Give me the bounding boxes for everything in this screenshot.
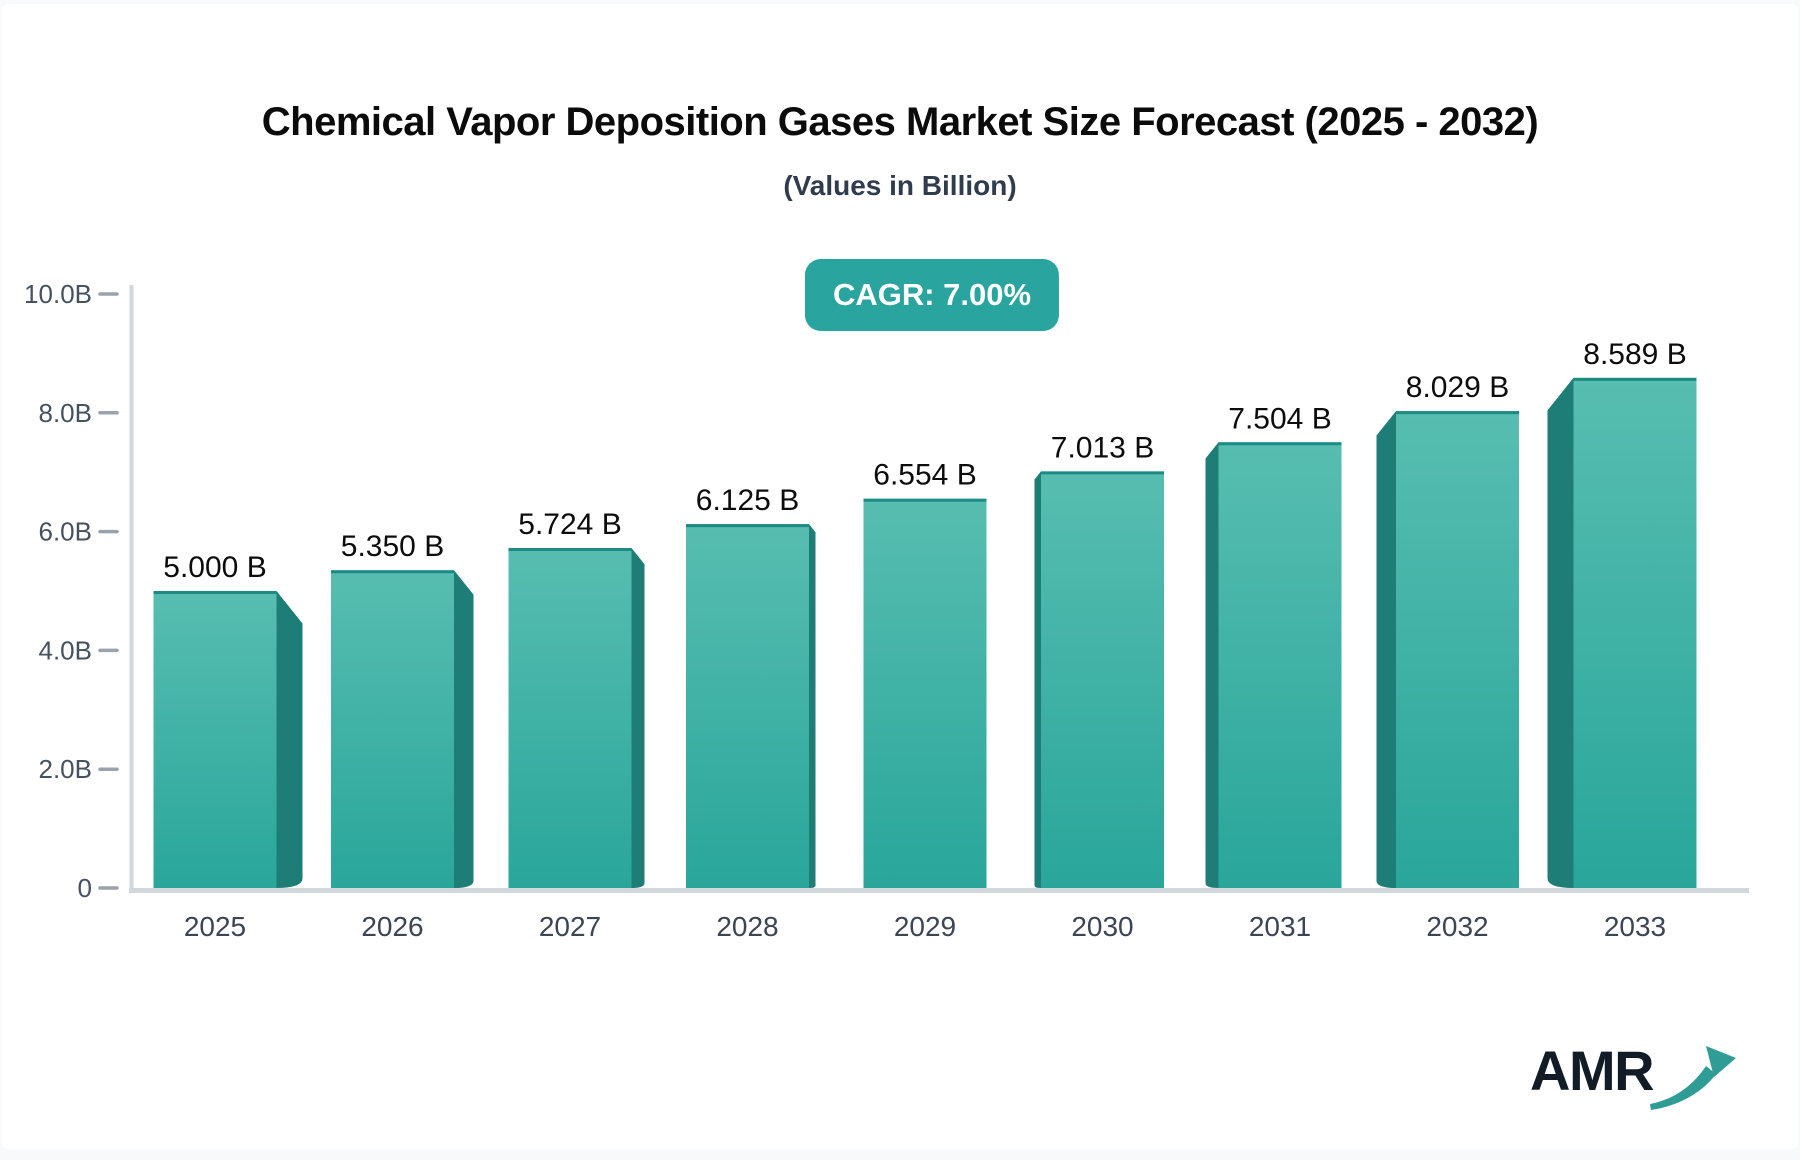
x-axis-label: 2033 [1604,911,1666,942]
bar-value-label: 8.029 B [1406,371,1509,404]
bar-side-face [1034,471,1041,888]
bar-group-2028: 6.125 B 2028 [686,484,816,942]
bar-front-face [1041,471,1164,888]
bar-front-face [1218,442,1342,888]
bar-group-2033: 8.589 B 2033 [1547,338,1697,942]
growth-arrow-icon [1650,1046,1736,1110]
bar-value-label: 6.554 B [873,459,976,492]
bar-front-face [1573,377,1697,888]
x-axis-label: 2026 [361,911,423,942]
bar-chart: 0 2.0B 4.0B 6.0B 8.0B 10.0B 5.000 B 2025 5.350 B… [24,279,1749,942]
bar-value-label: 5.000 B [163,551,266,584]
x-axis-label: 2030 [1071,911,1133,942]
bar-side-face [631,547,645,888]
x-axis-label: 2028 [716,911,778,942]
bar-front-face [153,591,277,888]
bar-side-face [1205,442,1219,888]
y-tick-label: 4.0B [39,635,93,665]
x-axis-label: 2025 [184,911,246,942]
bar-value-label: 5.724 B [518,508,621,541]
bar-value-label: 7.013 B [1051,431,1154,464]
logo-text: AMR [1530,1039,1655,1102]
bar-value-label: 7.504 B [1228,402,1331,435]
bar-group-2027: 5.724 B 2027 [508,508,645,942]
bar-value-label: 6.125 B [696,484,799,517]
y-tick-label: 10.0B [24,279,92,309]
bar-side-face [809,524,816,888]
x-axis-label: 2027 [539,911,601,942]
bar-side-face [454,570,474,888]
y-tick-label: 8.0B [39,398,93,428]
cagr-badge: CAGR: 7.00% [804,259,1060,331]
y-tick-label: 2.0B [39,754,93,784]
bar-front-face [331,570,454,888]
y-tick-label: 0 [78,873,92,903]
bar-group-2029: 6.554 B 2029 [863,459,987,942]
x-axis-label: 2029 [894,911,956,942]
y-tick-label: 6.0B [39,517,93,547]
x-axis-label: 2031 [1249,911,1311,942]
bar-side-face [1547,377,1574,888]
bar-front-face [508,547,632,888]
bar-front-face [863,498,987,888]
chart-card: Chemical Vapor Deposition Gases Market S… [2,4,1798,1149]
x-axis-label: 2032 [1426,911,1488,942]
chart-subtitle: (Values in Billion) [783,170,1017,201]
bar-side-face [1376,411,1396,888]
chart-title: Chemical Vapor Deposition Gases Market S… [261,100,1539,144]
bar-front-face [686,524,809,888]
bar-group-2032: 8.029 B 2032 [1376,371,1519,942]
bar-group-2026: 5.350 B 2026 [331,530,474,942]
bar-value-label: 5.350 B [341,530,444,563]
bar-group-2030: 7.013 B 2030 [1034,431,1164,942]
bar-side-face [276,591,303,888]
amr-logo: AMR [1530,1038,1736,1118]
bar-group-2031: 7.504 B 2031 [1205,402,1342,942]
bar-value-label: 8.589 B [1583,338,1686,371]
bar-group-2025: 5.000 B 2025 [153,551,303,942]
bar-front-face [1396,411,1519,888]
